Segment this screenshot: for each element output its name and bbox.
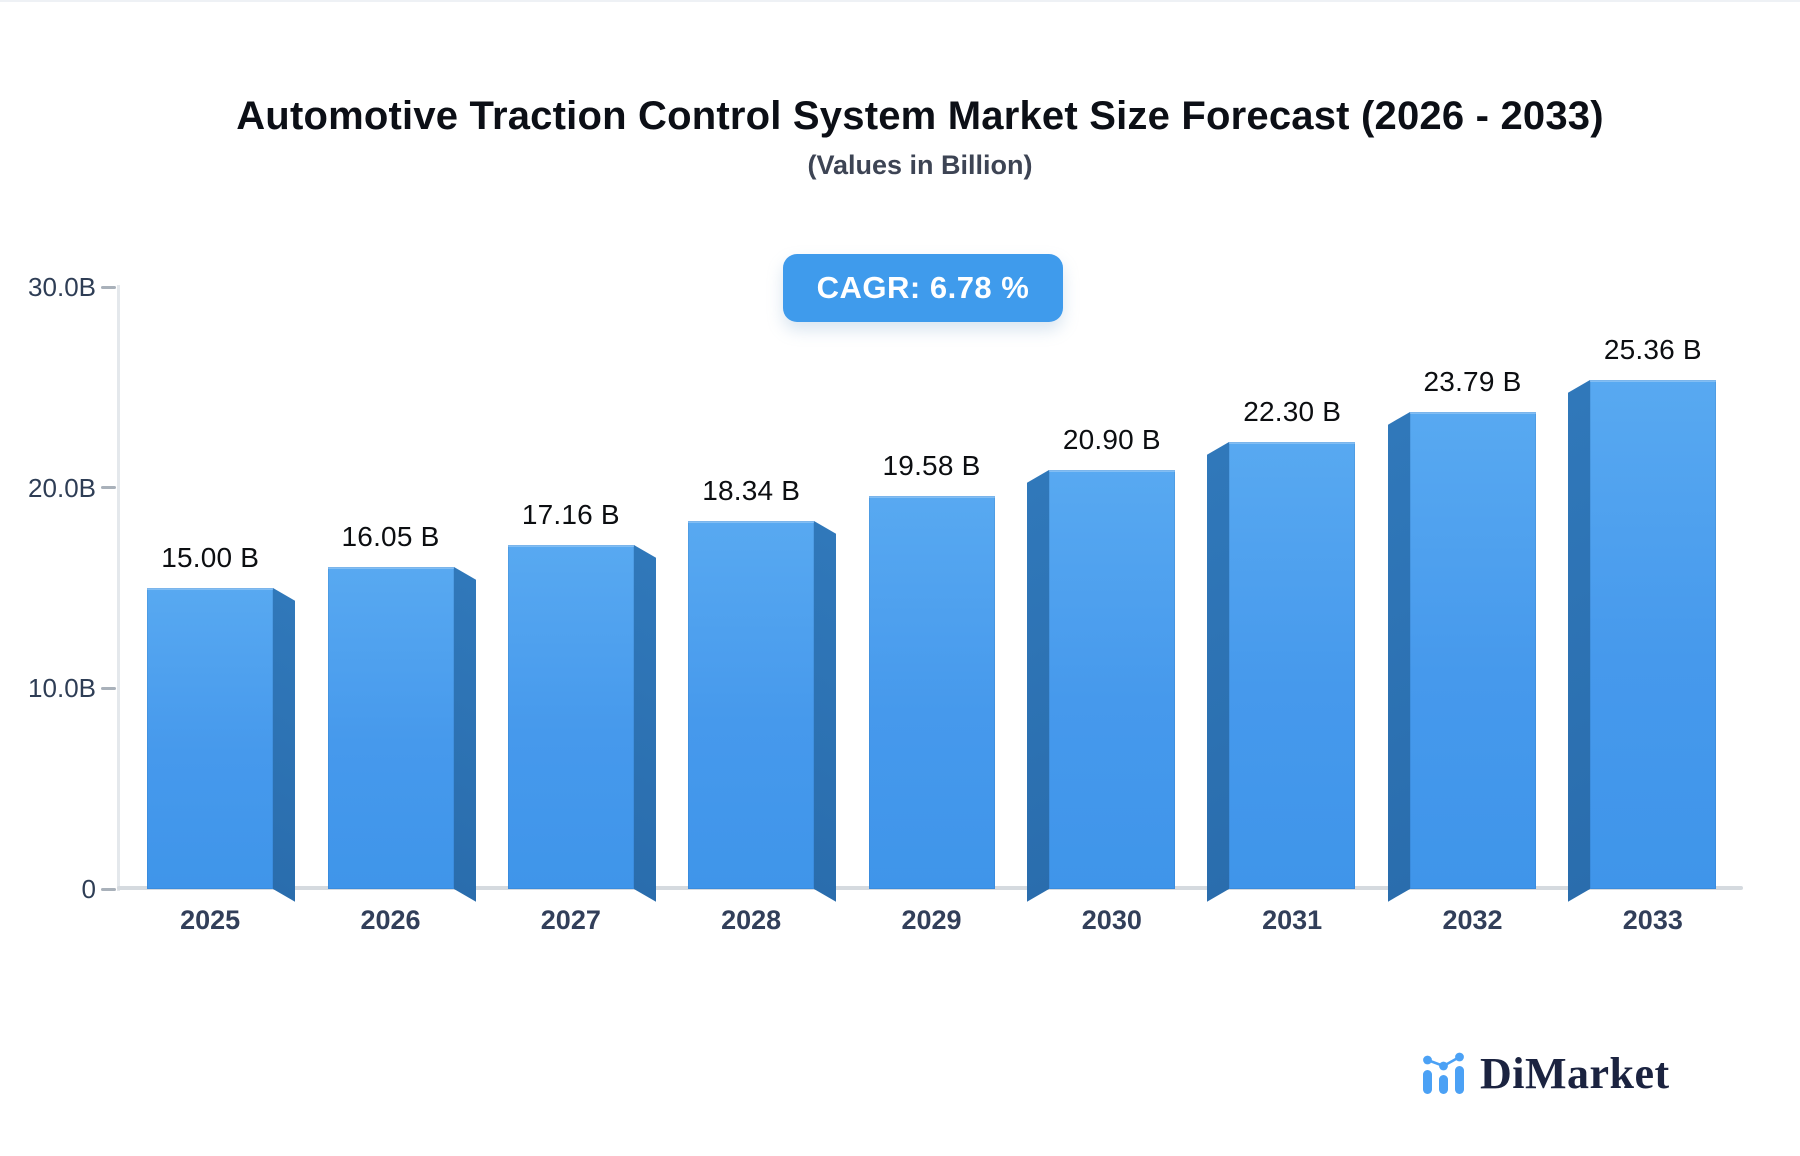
- cagr-badge: CAGR: 6.78 %: [783, 254, 1063, 322]
- bar-value-label: 17.16 B: [521, 498, 620, 530]
- bar-side-face: [453, 566, 476, 902]
- bar-side-face: [273, 588, 296, 902]
- bar-value-label: 25.36 B: [1603, 334, 1702, 366]
- bar-value-label: 18.34 B: [702, 474, 801, 506]
- bar: [1409, 411, 1536, 889]
- y-axis-tick-mark: [101, 285, 116, 289]
- bar: [688, 520, 815, 889]
- y-axis-tick-mark: [101, 887, 116, 891]
- bar: [507, 544, 634, 889]
- y-axis-tick-mark: [101, 486, 116, 490]
- x-axis-category-label: 2033: [1622, 905, 1683, 935]
- bar: [1229, 441, 1356, 889]
- bar-value-label: 15.00 B: [161, 542, 260, 573]
- bar: [327, 566, 454, 889]
- bar-value-label: 23.79 B: [1423, 365, 1522, 397]
- chart-title: Automotive Traction Control System Marke…: [236, 94, 1604, 138]
- bar-side-face: [814, 520, 837, 902]
- bar-side-face: [1387, 411, 1410, 902]
- bar-side-face: [1026, 469, 1049, 902]
- x-axis-category-label: 2032: [1442, 905, 1503, 935]
- x-axis-category-label: 2027: [540, 905, 601, 935]
- y-axis-tick-label: 30.0B: [28, 272, 96, 302]
- x-axis-category-label: 2026: [360, 905, 421, 935]
- bar-value-label: 20.90 B: [1062, 423, 1161, 455]
- bar-chart-logo-icon: [1423, 1052, 1464, 1094]
- bar: [868, 496, 995, 889]
- bar-side-face: [1207, 441, 1230, 902]
- x-axis-category-label: 2025: [180, 905, 241, 935]
- y-axis-tick-mark: [101, 686, 116, 690]
- bar-side-face: [633, 544, 656, 902]
- bar-value-label: 19.58 B: [882, 450, 981, 482]
- brand-name: DiMarket: [1480, 1049, 1670, 1098]
- y-axis-tick-label: 20.0B: [28, 472, 96, 503]
- x-axis-category-label: 2030: [1081, 905, 1142, 935]
- y-axis-line: [117, 285, 120, 891]
- y-axis-tick-label: 0: [81, 874, 96, 904]
- chart-subtitle: (Values in Billion): [807, 150, 1033, 180]
- bar: [1589, 380, 1716, 889]
- bar-value-label: 22.30 B: [1243, 395, 1342, 427]
- x-axis-category-label: 2028: [721, 905, 782, 935]
- bar-value-label: 16.05 B: [341, 520, 440, 552]
- bar: [147, 588, 274, 889]
- y-axis-tick-label: 10.0B: [28, 673, 96, 704]
- bar: [1048, 469, 1175, 889]
- x-axis-category-label: 2031: [1262, 905, 1323, 935]
- brand-logo: DiMarket: [1420, 1048, 1670, 1099]
- bar-side-face: [1567, 380, 1590, 902]
- x-axis-category-label: 2029: [901, 905, 962, 935]
